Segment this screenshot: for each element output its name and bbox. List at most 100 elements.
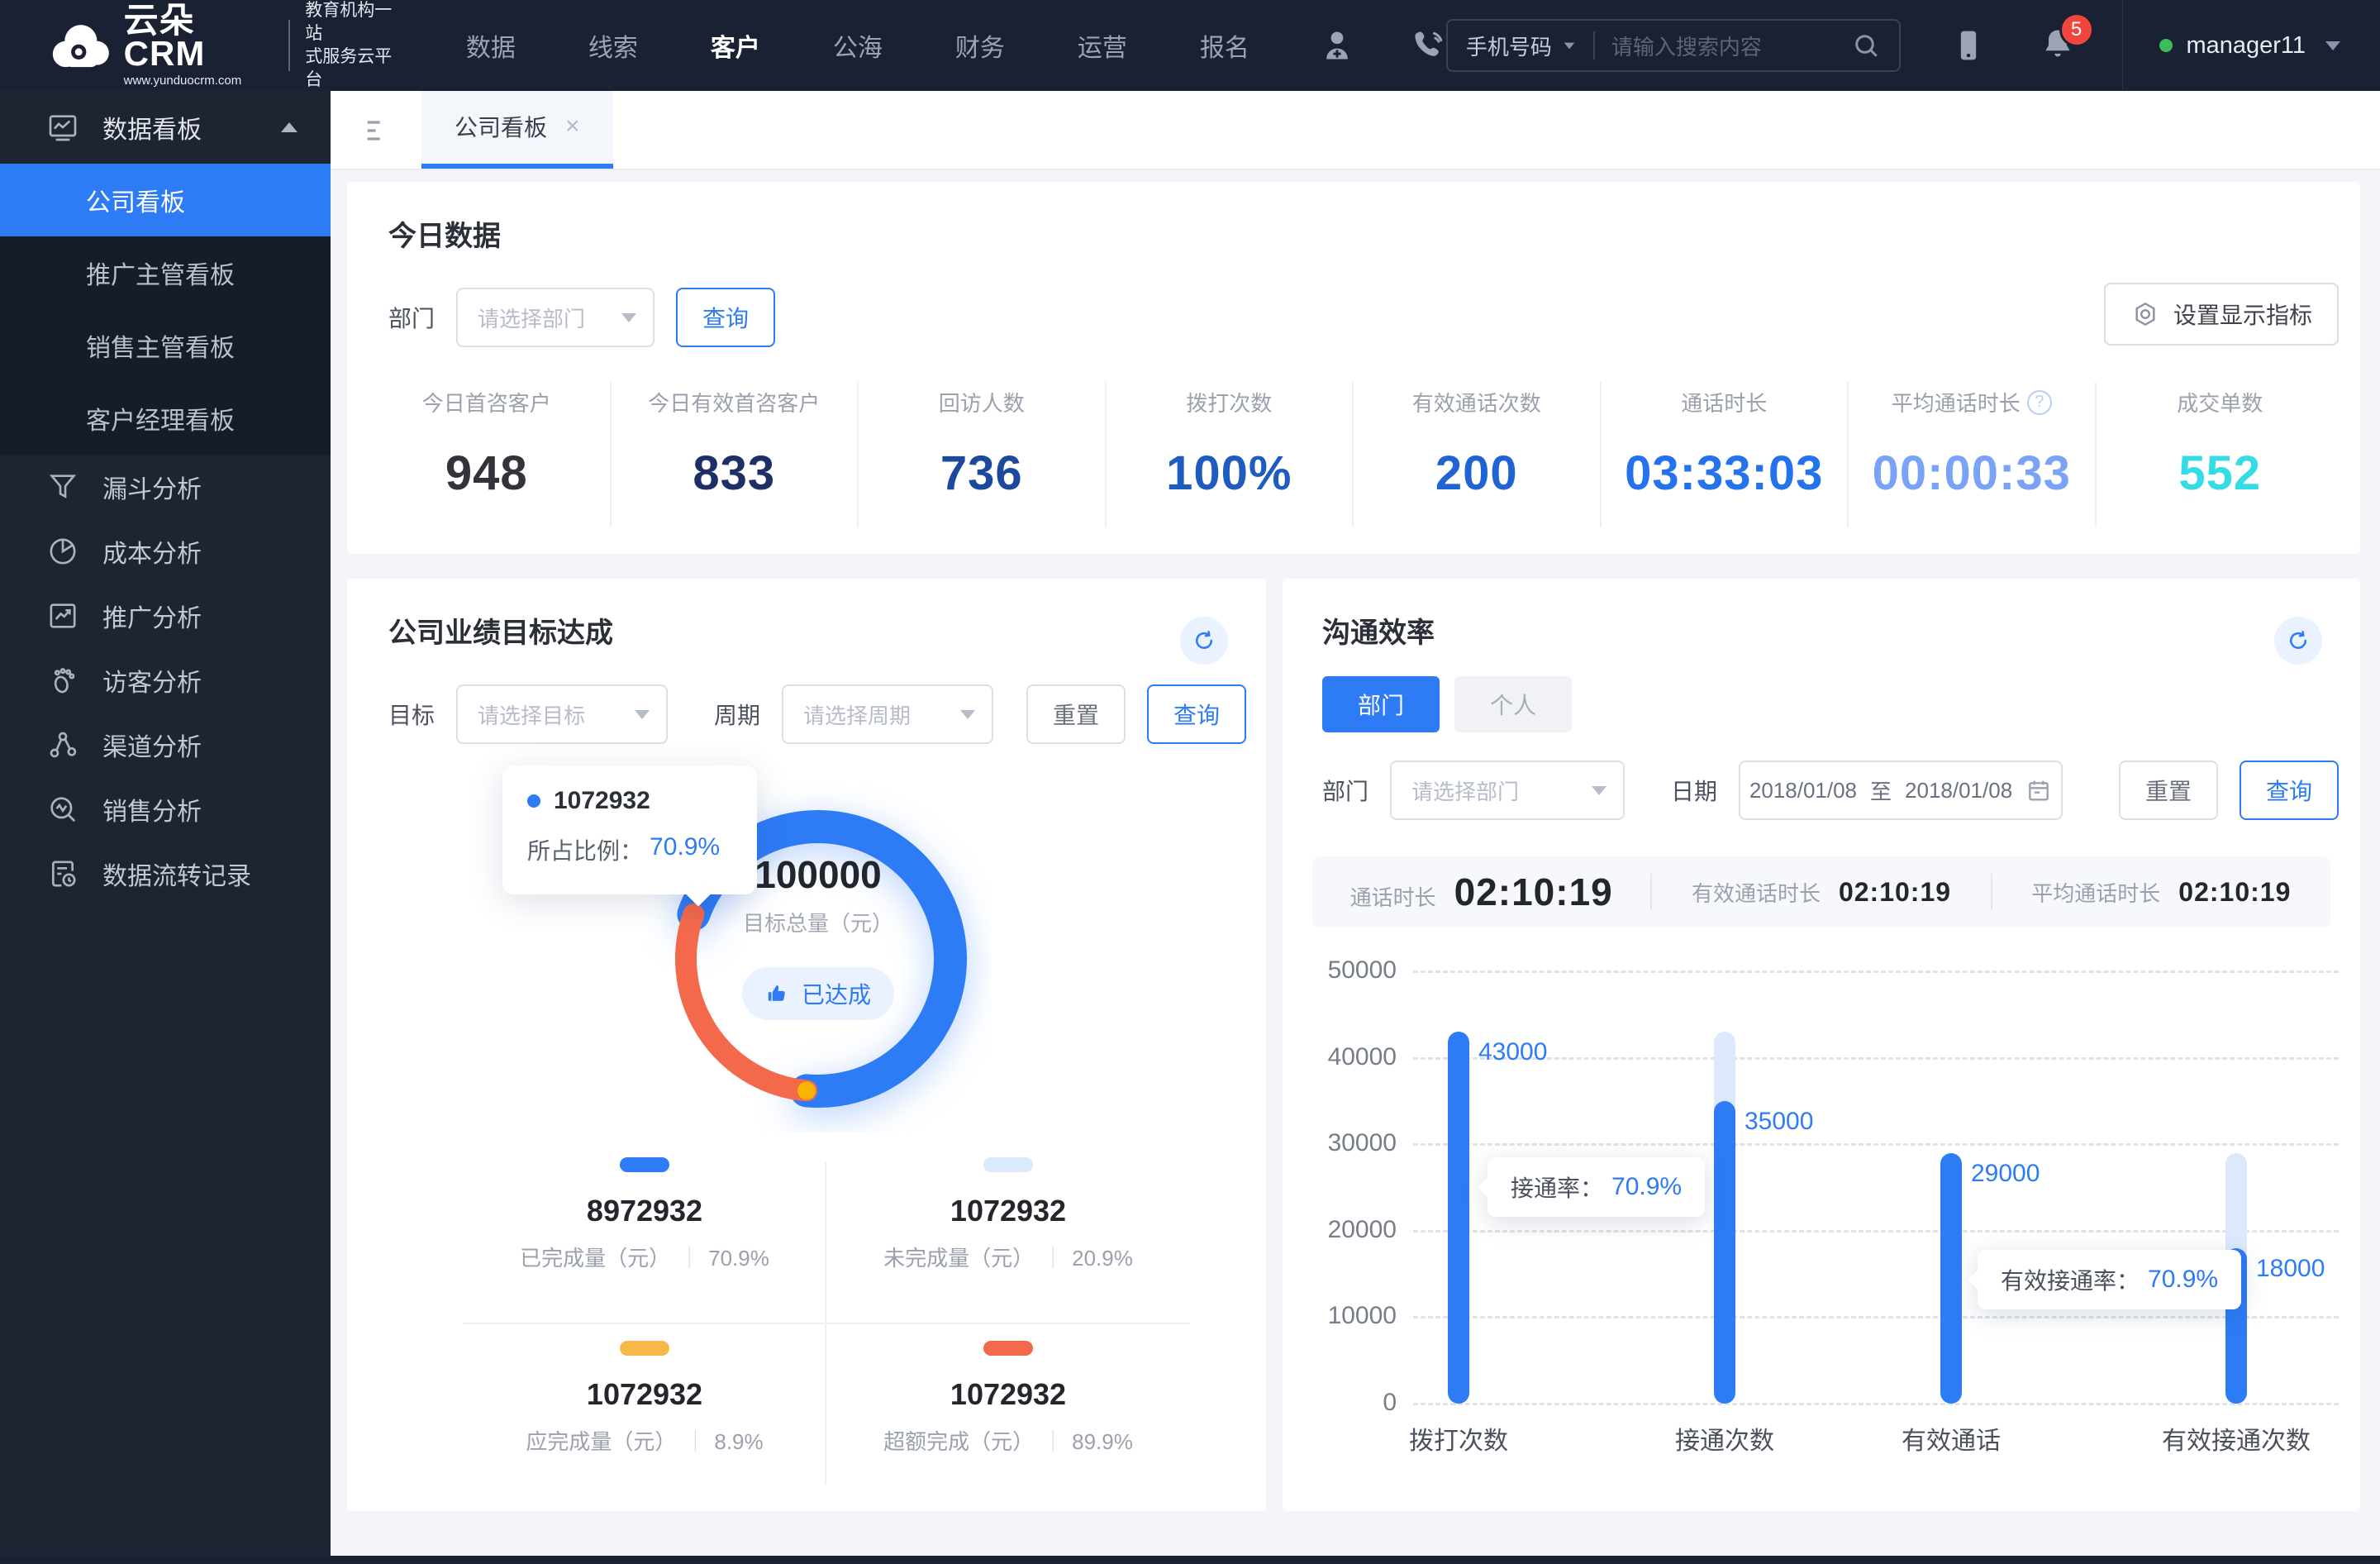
comm-card-title: 沟通效率 [1322,617,1435,649]
global-search[interactable]: 手机号码 请输入搜索内容 [1445,19,1901,72]
sidebar-item-account-manager-board[interactable]: 客户经理看板 [86,408,235,435]
user-menu[interactable]: manager11 [2159,31,2341,60]
goal-reset-button[interactable]: 重置 [1026,684,1126,744]
sidebar-submenu: 公司看板 推广主管看板 销售主管看板 客户经理看板 [0,164,331,455]
stat-percent: 89.9% [1072,1429,1133,1454]
bar[interactable] [1940,1152,1962,1404]
sidebar-section-dashboards[interactable]: 数据看板 [0,91,331,164]
y-axis-label: 0 [1383,1389,1397,1416]
add-person-icon[interactable] [1319,27,1355,64]
stat-value: 552 [2178,446,2262,500]
brand-logo[interactable]: 云朵CRM www.yunduocrm.com 教育机构一站 式服务云平台 [46,0,407,92]
donut-remaining-arc[interactable] [675,903,818,1102]
comm-refresh-button[interactable] [2274,617,2322,665]
bar[interactable] [1448,1032,1469,1404]
stat-label: 成交单数 [2097,387,2344,417]
goal-query-button[interactable]: 查询 [1147,684,1247,744]
nav-item-operations[interactable]: 运营 [1077,35,1127,62]
donut-tooltip-label: 所占比例： [527,838,644,864]
toggle-department[interactable]: 部门 [1322,676,1440,732]
period-select[interactable]: 请选择周期 [782,684,994,744]
legend-pill-uncompleted [983,1157,1033,1172]
online-status-dot [2159,39,2173,52]
stat-label: 拨打次数 [1107,387,1353,417]
bar[interactable] [1714,1100,1735,1404]
sidebar-item-sales-manager-board[interactable]: 销售主管看板 [86,335,235,362]
stat-uncompleted: 1072932 未完成量（元）｜ 20.9% [826,1157,1190,1272]
bar-value-label: 35000 [1745,1107,1814,1135]
notifications[interactable]: 5 [2040,12,2094,66]
sidebar-item-label: 访客分析 [102,670,202,697]
sidebar-item-funnel-analysis[interactable]: 漏斗分析 [0,455,331,519]
legend-pill-completed [620,1157,669,1172]
kpi-value: 02:10:19 [1454,870,1613,913]
display-settings-label: 设置显示指标 [2173,303,2312,328]
sidebar-item-company-board[interactable]: 公司看板 [0,164,331,236]
call-icon[interactable] [1410,27,1446,64]
trend-chart-icon [50,603,76,628]
display-settings-button[interactable]: 设置显示指标 [2103,283,2339,346]
chart-tooltip-label: 接通率： [1511,1175,1604,1201]
sidebar-item-sales-analysis[interactable]: 销售分析 [0,777,331,842]
dept-select[interactable]: 请选择部门 [456,288,655,347]
mobile-icon[interactable] [1950,27,1987,64]
target-select[interactable]: 请选择目标 [456,684,669,744]
call-bar-chart: 50000 40000 30000 20000 10000 0 43000 拨打次数 35000… [1328,956,2339,1455]
help-icon[interactable]: ? [2026,389,2052,415]
sidebar-item-data-flow-records[interactable]: 数据流转记录 [0,842,331,906]
date-range-picker[interactable]: 2018/01/08 至 2018/01/08 [1739,761,2063,820]
calendar-icon [2029,780,2049,801]
gridline [1413,1316,2339,1319]
nav-item-leads[interactable]: 线索 [588,35,638,62]
chart-tooltip-value: 70.9% [2148,1266,2219,1293]
kpi-valid-call-duration: 有效通话时长 02:10:19 [1652,877,1990,908]
nav-item-enrollment[interactable]: 报名 [1199,35,1250,62]
search-input[interactable]: 请输入搜索内容 [1611,34,1762,60]
nav-item-data[interactable]: 数据 [465,35,516,62]
sidebar-item-label: 推广分析 [102,605,202,632]
comm-query-button[interactable]: 查询 [2240,761,2339,820]
brand-tagline: 教育机构一站 式服务云平台 [305,0,407,92]
stat-value: 100% [1166,446,1292,500]
stat-label: 今日有效首咨客户 [612,387,858,417]
chevron-down-icon [1592,785,1607,795]
nav-item-customers[interactable]: 客户 [710,35,760,62]
toggle-personal[interactable]: 个人 [1454,676,1572,732]
sidebar-item-promotion-manager-board[interactable]: 推广主管看板 [86,262,235,289]
username: manager11 [2186,31,2306,59]
refresh-icon [1196,631,1212,649]
gridline [1413,970,2339,973]
tab-list-icon[interactable] [360,114,397,147]
sidebar-item-promotion-analysis[interactable]: 推广分析 [0,584,331,648]
search-category-select[interactable]: 手机号码 [1466,31,1577,61]
stat-label: 应完成量（元）｜ 8.9% [526,1429,764,1454]
goal-refresh-button[interactable] [1180,617,1228,665]
tab-label: 公司看板 [455,115,548,141]
chart-tooltip: 接通率： 70.9% [1488,1157,1706,1217]
nav-item-finance[interactable]: 财务 [954,35,1005,62]
goal-filter-row: 目标 请选择目标 周期 请选择周期 重置 查询 [388,684,1247,744]
communication-efficiency-card: 沟通效率 部门 个人 部门 请选择部门 日期 [1283,579,2360,1511]
main-area: 公司看板 × 今日数据 部门 请选择部门 查询 [331,89,2380,1564]
stat-value: 00:00:33 [1872,446,2071,500]
today-query-button[interactable]: 查询 [676,288,776,347]
search-icon[interactable] [1851,31,1881,60]
stat-label-text: 拨打次数 [1186,391,1273,416]
stat-label: 回访人数 [859,387,1105,417]
comm-reset-button[interactable]: 重置 [2119,761,2218,820]
brand-tagline-line2: 式服务云平台 [305,47,393,89]
stat-value: 833 [693,446,776,500]
brand-tagline-line1: 教育机构一站 [305,1,393,43]
sidebar-item-visitor-analysis[interactable]: 访客分析 [0,648,331,713]
funnel-icon [49,474,77,498]
sidebar-item-channel-analysis[interactable]: 渠道分析 [0,713,331,777]
tab-close-icon[interactable]: × [565,112,580,140]
dashboard-icon [49,115,77,141]
sidebar: 数据看板 公司看板 推广主管看板 销售主管看板 客户经理看板 漏斗分析 成本分析… [0,91,331,1564]
y-axis-label: 10000 [1327,1302,1397,1330]
tab-company-board[interactable]: 公司看板 × [421,89,613,169]
nav-item-pool[interactable]: 公海 [832,35,883,62]
goal-card-title: 公司业绩目标达成 [388,617,613,649]
sidebar-item-cost-analysis[interactable]: 成本分析 [0,519,331,584]
comm-dept-select[interactable]: 请选择部门 [1390,761,1626,820]
